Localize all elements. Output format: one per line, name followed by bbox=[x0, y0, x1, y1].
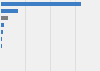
Bar bbox=[0, 30, 3, 34]
Bar bbox=[0, 9, 18, 13]
Bar bbox=[0, 65, 1, 69]
Bar bbox=[0, 23, 4, 27]
Bar bbox=[0, 2, 81, 6]
Bar bbox=[0, 44, 2, 48]
Bar bbox=[0, 51, 1, 55]
Bar bbox=[0, 58, 1, 62]
Bar bbox=[0, 37, 2, 41]
Bar bbox=[0, 16, 8, 20]
